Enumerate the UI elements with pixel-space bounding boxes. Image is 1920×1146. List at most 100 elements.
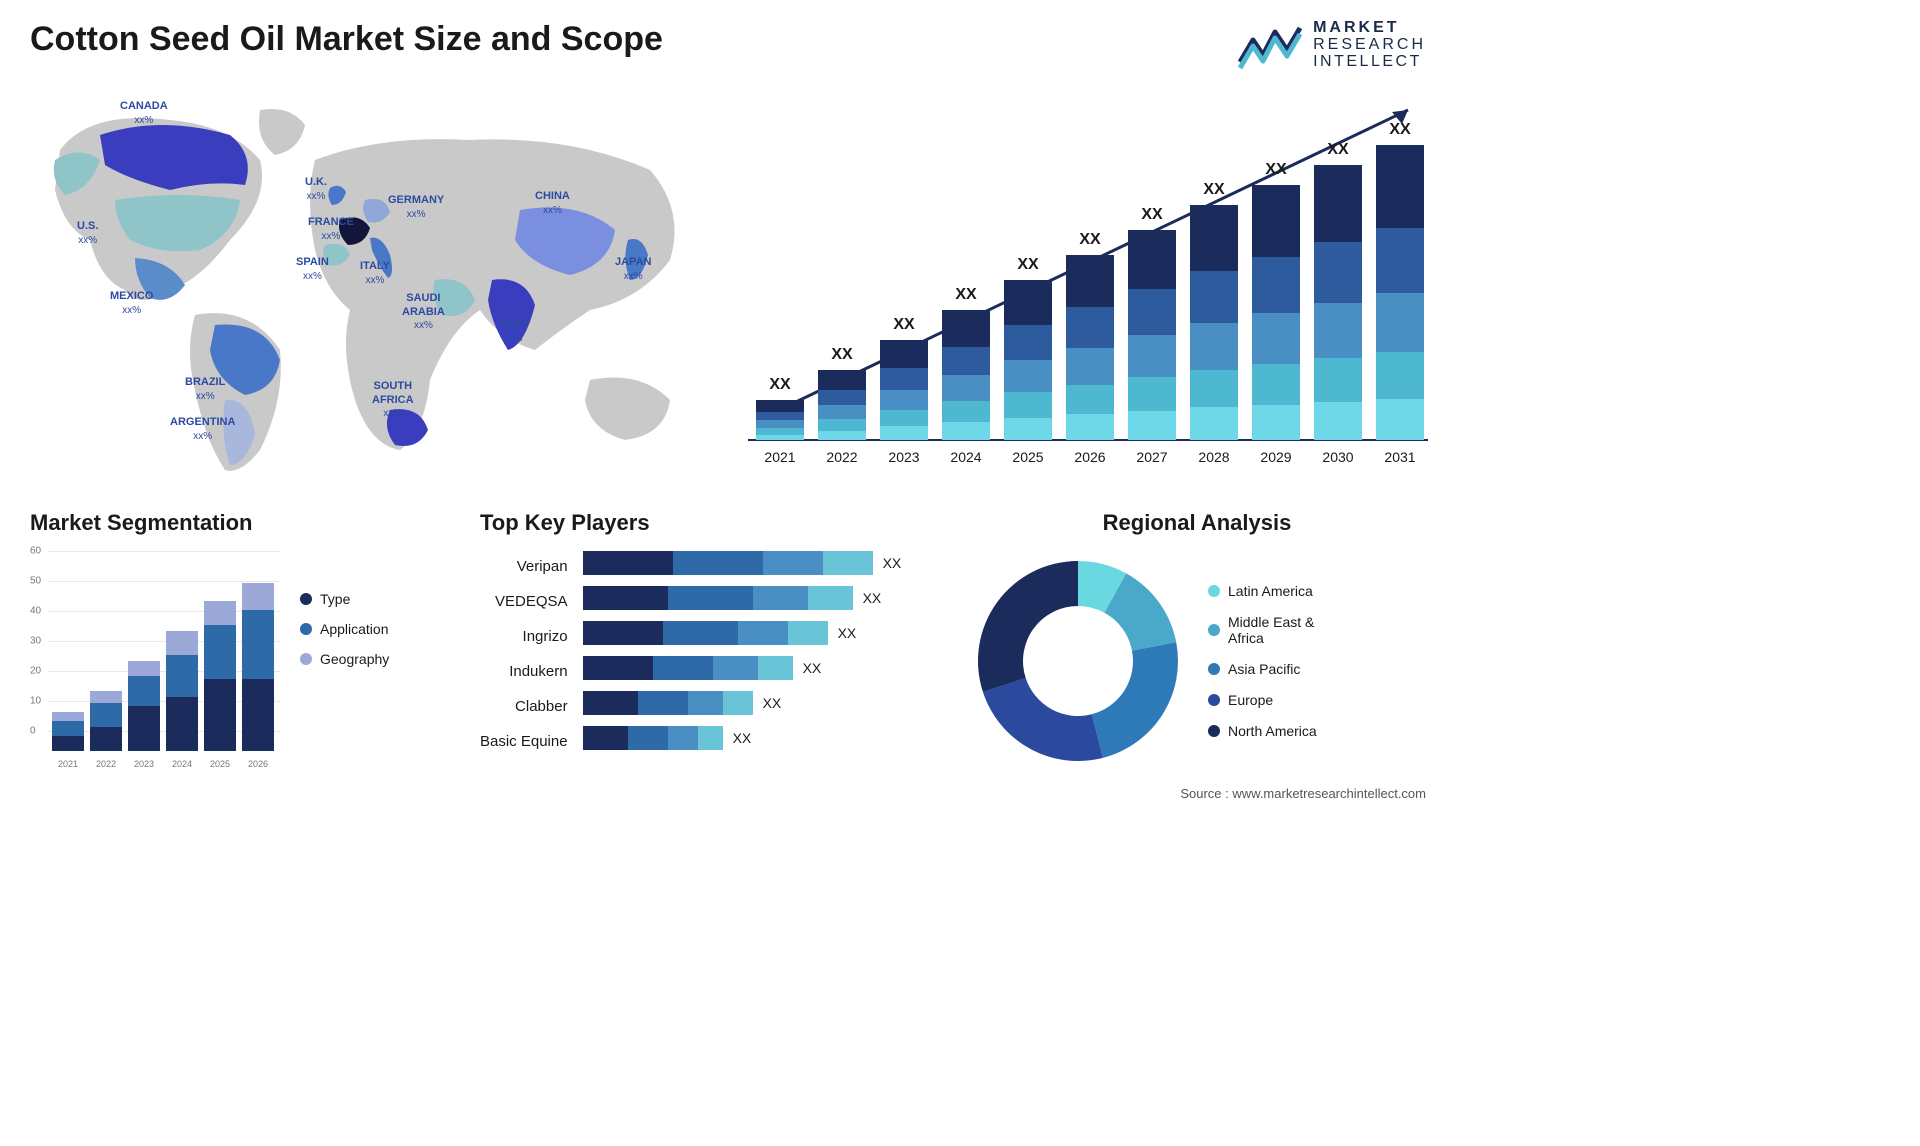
seg-legend-item: Application xyxy=(300,621,389,637)
region-legend-item: North America xyxy=(1208,723,1317,739)
growth-toplabel: XX xyxy=(893,316,914,334)
player-value: XX xyxy=(763,695,782,711)
logo-text-2: RESEARCH xyxy=(1313,37,1426,54)
player-label: Ingrizo xyxy=(480,625,568,649)
seg-xlabel: 2026 xyxy=(248,759,268,769)
growth-toplabel: XX xyxy=(1079,231,1100,249)
player-label: Basic Equine xyxy=(480,730,568,754)
growth-xlabel: 2025 xyxy=(1012,449,1043,465)
growth-bar-2028 xyxy=(1190,205,1238,440)
growth-xlabel: 2023 xyxy=(888,449,919,465)
donut-legend: Latin AmericaMiddle East &AfricaAsia Pac… xyxy=(1208,583,1317,739)
growth-bar-2022 xyxy=(818,370,866,440)
player-value: XX xyxy=(863,590,882,606)
seg-bar-2026 xyxy=(242,583,274,751)
growth-toplabel: XX xyxy=(1327,141,1348,159)
logo-text-1: MARKET xyxy=(1313,20,1426,37)
player-bar-row: XX xyxy=(583,726,902,750)
growth-bar-2025 xyxy=(1004,280,1052,440)
growth-toplabel: XX xyxy=(1389,121,1410,139)
seg-ylabel: 10 xyxy=(30,696,41,707)
map-label-mexico: MEXICOxx% xyxy=(110,290,153,316)
page-title: Cotton Seed Oil Market Size and Scope xyxy=(30,20,663,59)
map-label-spain: SPAINxx% xyxy=(296,256,329,282)
growth-bar-2031 xyxy=(1376,145,1424,440)
seg-bar-2022 xyxy=(90,691,122,751)
player-value: XX xyxy=(838,625,857,641)
player-label: Veripan xyxy=(480,555,568,579)
seg-bar-2023 xyxy=(128,661,160,751)
growth-toplabel: XX xyxy=(1141,206,1162,224)
player-label: Indukern xyxy=(480,660,568,684)
growth-toplabel: XX xyxy=(1203,181,1224,199)
player-bar-row: XX xyxy=(583,691,902,715)
seg-legend-item: Type xyxy=(300,591,389,607)
map-label-southafrica: SOUTHAFRICAxx% xyxy=(372,380,414,420)
growth-xlabel: 2030 xyxy=(1322,449,1353,465)
player-bar-row: XX xyxy=(583,586,902,610)
growth-bar-2030 xyxy=(1314,165,1362,440)
seg-ylabel: 50 xyxy=(30,576,41,587)
players-section: Top Key Players VeripanVEDEQSAIngrizoInd… xyxy=(480,510,938,771)
growth-toplabel: XX xyxy=(769,376,790,394)
regional-title: Regional Analysis xyxy=(968,510,1426,536)
growth-bar-2027 xyxy=(1128,230,1176,440)
seg-ylabel: 20 xyxy=(30,666,41,677)
regional-section: Regional Analysis Latin AmericaMiddle Ea… xyxy=(968,510,1426,771)
map-label-canada: CANADAxx% xyxy=(120,100,168,126)
map-label-india: INDIAxx% xyxy=(498,318,528,344)
map-label-italy: ITALYxx% xyxy=(360,260,390,286)
map-label-france: FRANCExx% xyxy=(308,216,354,242)
seg-xlabel: 2024 xyxy=(172,759,192,769)
seg-xlabel: 2022 xyxy=(96,759,116,769)
growth-toplabel: XX xyxy=(955,286,976,304)
seg-bar-2021 xyxy=(52,712,84,751)
growth-xlabel: 2029 xyxy=(1260,449,1291,465)
seg-legend-item: Geography xyxy=(300,651,389,667)
region-legend-item: Asia Pacific xyxy=(1208,661,1317,677)
growth-xlabel: 2021 xyxy=(764,449,795,465)
region-legend-item: Middle East &Africa xyxy=(1208,614,1317,646)
map-label-germany: GERMANYxx% xyxy=(388,194,444,220)
segmentation-chart: 0102030405060202120222023202420252026 xyxy=(30,551,280,771)
map-label-brazil: BRAZILxx% xyxy=(185,376,225,402)
map-label-us: U.S.xx% xyxy=(77,220,98,246)
map-label-saudiarabia: SAUDIARABIAxx% xyxy=(402,292,445,332)
growth-xlabel: 2028 xyxy=(1198,449,1229,465)
world-map: CANADAxx% U.S.xx% MEXICOxx% BRAZILxx% ARGENT… xyxy=(30,80,708,480)
logo-text-3: INTELLECT xyxy=(1313,54,1426,71)
logo-icon xyxy=(1235,20,1305,70)
segmentation-legend: Type Application Geography xyxy=(300,551,389,771)
seg-bar-2025 xyxy=(204,601,236,751)
brand-logo: MARKET RESEARCH INTELLECT xyxy=(1235,20,1426,70)
player-bar-row: XX xyxy=(583,551,902,575)
seg-xlabel: 2025 xyxy=(210,759,230,769)
growth-xlabel: 2027 xyxy=(1136,449,1167,465)
segmentation-title: Market Segmentation xyxy=(30,510,450,536)
seg-ylabel: 30 xyxy=(30,636,41,647)
growth-bar-2026 xyxy=(1066,255,1114,440)
player-value: XX xyxy=(883,555,902,571)
donut-chart xyxy=(968,551,1188,771)
player-label: Clabber xyxy=(480,695,568,719)
growth-xlabel: 2031 xyxy=(1384,449,1415,465)
map-label-argentina: ARGENTINAxx% xyxy=(170,416,235,442)
growth-toplabel: XX xyxy=(831,346,852,364)
growth-xlabel: 2022 xyxy=(826,449,857,465)
seg-xlabel: 2021 xyxy=(58,759,78,769)
player-bar-row: XX xyxy=(583,621,902,645)
growth-bar-chart: 2021XX2022XX2023XX2024XX2025XX2026XX2027… xyxy=(748,80,1426,480)
player-value: XX xyxy=(803,660,822,676)
segmentation-section: Market Segmentation 01020304050602021202… xyxy=(30,510,450,771)
player-value: XX xyxy=(733,730,752,746)
growth-bar-2029 xyxy=(1252,185,1300,440)
source-line: Source : www.marketresearchintellect.com xyxy=(30,786,1426,801)
map-label-japan: JAPANxx% xyxy=(615,256,651,282)
growth-toplabel: XX xyxy=(1265,161,1286,179)
map-label-uk: U.K.xx% xyxy=(305,176,327,202)
map-label-china: CHINAxx% xyxy=(535,190,570,216)
seg-ylabel: 0 xyxy=(30,726,36,737)
player-label: VEDEQSA xyxy=(480,590,568,614)
growth-bar-2021 xyxy=(756,400,804,440)
region-legend-item: Europe xyxy=(1208,692,1317,708)
